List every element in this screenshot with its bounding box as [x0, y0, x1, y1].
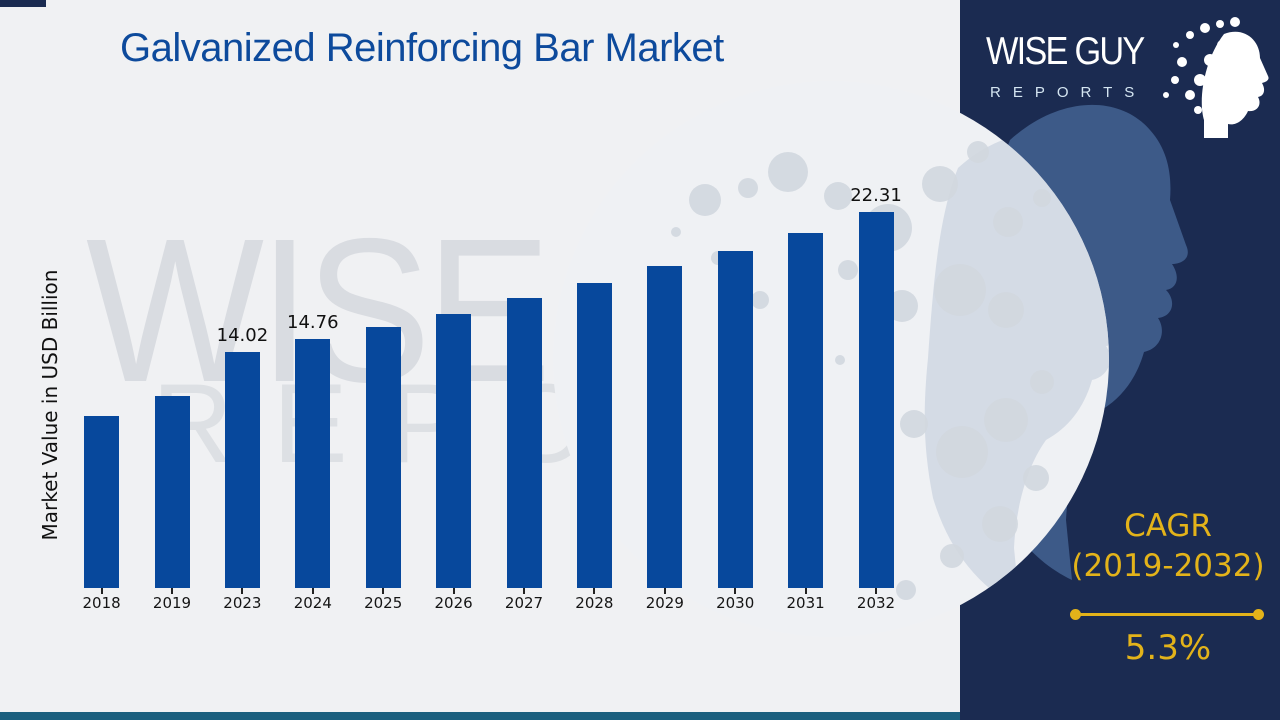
bar-2018 [84, 416, 120, 588]
x-tick-2030 [734, 588, 737, 594]
x-tick-2027 [523, 588, 525, 594]
x-tick-2029 [663, 588, 666, 594]
cagr-underline-left-dot [1070, 609, 1081, 620]
bar-value-2032: 22.31 [850, 185, 902, 206]
logo-face-icon [1163, 17, 1269, 138]
x-label-2023: 2023 [223, 594, 262, 612]
cagr-label: CAGR [1124, 508, 1212, 544]
x-tick-2024 [311, 588, 314, 594]
x-tick-2032 [875, 588, 877, 594]
top-left-chip [0, 0, 46, 7]
x-label-2027: 2027 [504, 594, 544, 612]
x-label-2025: 2025 [364, 594, 403, 612]
page-title: Galvanized Reinforcing Bar Market [120, 26, 724, 70]
x-label-2030: 2030 [716, 594, 755, 612]
x-tick-2026 [452, 588, 455, 594]
x-tick-2031 [804, 588, 807, 594]
x-tick-2019 [171, 588, 173, 594]
bar-2029 [647, 266, 683, 588]
x-label-2032: 2032 [856, 594, 896, 612]
x-label-2026: 2026 [434, 594, 473, 612]
ghost-face-silhouette [924, 133, 1109, 608]
x-label-2029: 2029 [645, 594, 684, 612]
bar-2023 [224, 352, 260, 588]
x-tick-2025 [382, 588, 385, 594]
bar-2026 [436, 314, 472, 588]
cagr-underline [1076, 613, 1258, 616]
x-label-2031: 2031 [786, 594, 825, 612]
x-tick-2023 [241, 588, 244, 594]
cagr-range: (2019-2032) [1071, 548, 1265, 584]
x-tick-2018 [100, 588, 103, 594]
bar-value-2024: 14.76 [287, 312, 339, 333]
bar-2031 [788, 233, 824, 588]
cagr-value: 5.3% [1124, 628, 1212, 668]
brand-logo-sub: REPORTS [990, 84, 1147, 101]
bar-2019 [154, 396, 190, 588]
bar-2030 [717, 251, 753, 588]
x-label-2018: 2018 [82, 594, 121, 612]
x-tick-2028 [593, 588, 596, 594]
bar-value-2023: 14.02 [216, 325, 269, 346]
bar-2032 [858, 212, 894, 588]
x-label-2019: 2019 [152, 594, 192, 612]
brand-logo-name: WISE GUY [986, 30, 1145, 73]
cagr-underline-right-dot [1253, 609, 1264, 620]
bottom-teal-bar [0, 712, 962, 720]
y-axis-label: Market Value in USD Billion [38, 269, 62, 541]
bar-2024 [295, 339, 331, 588]
x-label-2024: 2024 [293, 594, 332, 612]
x-label-2028: 2028 [575, 594, 614, 612]
bar-2027 [506, 298, 542, 588]
bar-2028 [576, 283, 612, 588]
bar-2025 [365, 327, 401, 588]
